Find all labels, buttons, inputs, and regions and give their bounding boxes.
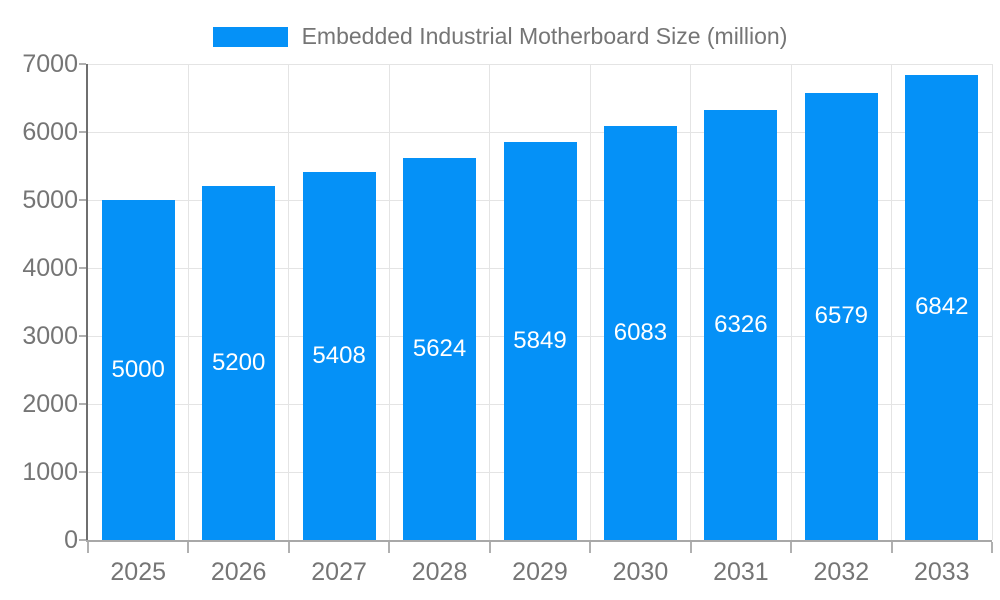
bar[interactable]: 6579 — [804, 92, 878, 540]
x-gridline — [790, 64, 792, 540]
x-axis-tick — [287, 542, 290, 553]
bar[interactable]: 5408 — [302, 172, 376, 540]
x-axis-tick — [991, 542, 993, 553]
x-axis-tick — [890, 542, 893, 553]
y-axis-tick — [79, 471, 86, 473]
x-axis-tick — [87, 542, 89, 553]
y-gridline — [88, 131, 992, 133]
y-axis-tick — [79, 335, 86, 337]
legend-swatch-icon — [212, 26, 288, 47]
bar[interactable]: 5849 — [503, 142, 577, 540]
x-axis-tick — [689, 542, 692, 553]
y-axis-tick-label: 6000 — [22, 118, 78, 146]
x-axis-tick-label: 2032 — [813, 558, 870, 586]
x-axis-line — [86, 540, 992, 542]
x-gridline — [187, 64, 189, 540]
bar-value-label: 5000 — [111, 356, 165, 383]
y-axis-tick — [79, 131, 86, 133]
bar[interactable]: 6083 — [603, 126, 677, 540]
y-axis-tick-label: 4000 — [22, 254, 78, 282]
bar-value-label: 5408 — [312, 342, 366, 370]
x-axis-tick-label: 2026 — [210, 558, 267, 586]
x-axis-tick-label: 2027 — [311, 558, 367, 586]
x-axis-tick — [488, 542, 491, 553]
x-axis-tick-label: 2031 — [713, 558, 769, 586]
x-axis-tick-label: 2030 — [612, 558, 669, 586]
bar-value-label: 5624 — [412, 334, 467, 362]
bar[interactable]: 6842 — [905, 74, 979, 540]
x-axis-tick — [388, 542, 391, 553]
legend[interactable]: Embedded Industrial Motherboard Size (mi… — [0, 23, 1000, 50]
y-axis-tick — [79, 199, 86, 201]
plot-area: 0 1000 2000 3000 4000 5000 6000 7000 5000 2025 520… — [22, 50, 993, 586]
x-axis-tick — [187, 542, 190, 553]
x-axis-tick — [589, 542, 592, 553]
bar-value-label: 6083 — [613, 319, 668, 347]
x-gridline — [388, 64, 390, 540]
y-axis-tick-label: 3000 — [22, 322, 78, 350]
bar-value-label: 5200 — [211, 349, 266, 377]
bar-value-label: 5849 — [513, 327, 567, 355]
y-axis-tick — [79, 63, 86, 65]
y-axis-tick — [79, 539, 86, 541]
bar-value-label: 6842 — [915, 293, 969, 321]
x-axis-tick-label: 2028 — [411, 558, 468, 586]
y-axis-line — [86, 64, 88, 540]
bar-value-label: 6579 — [814, 302, 869, 330]
y-axis-tick-label: 0 — [64, 526, 78, 554]
x-gridline — [288, 64, 290, 540]
x-axis-tick-label: 2033 — [913, 558, 970, 586]
x-gridline — [991, 64, 993, 540]
y-axis-tick-label: 1000 — [22, 458, 78, 486]
x-gridline — [891, 64, 893, 540]
y-axis-tick-label: 5000 — [22, 186, 78, 214]
bar[interactable]: 5200 — [202, 186, 276, 540]
x-axis-tick-label: 2029 — [512, 558, 568, 586]
bar[interactable]: 6326 — [704, 109, 778, 540]
bar-value-label: 6326 — [714, 310, 768, 338]
x-axis-tick — [790, 542, 793, 553]
y-axis-tick-label: 2000 — [22, 390, 78, 418]
y-gridline — [88, 64, 992, 65]
x-gridline — [489, 64, 491, 540]
bar[interactable]: 5624 — [403, 157, 477, 540]
y-axis-tick — [79, 267, 86, 269]
x-axis-tick-label: 2025 — [110, 558, 167, 586]
x-gridline — [589, 64, 591, 540]
x-gridline — [690, 64, 692, 540]
bar[interactable]: 5000 — [101, 200, 175, 540]
y-axis-tick-label: 7000 — [22, 50, 78, 78]
legend-label: Embedded Industrial Motherboard Size (mi… — [301, 23, 788, 49]
y-axis-tick — [79, 403, 86, 405]
